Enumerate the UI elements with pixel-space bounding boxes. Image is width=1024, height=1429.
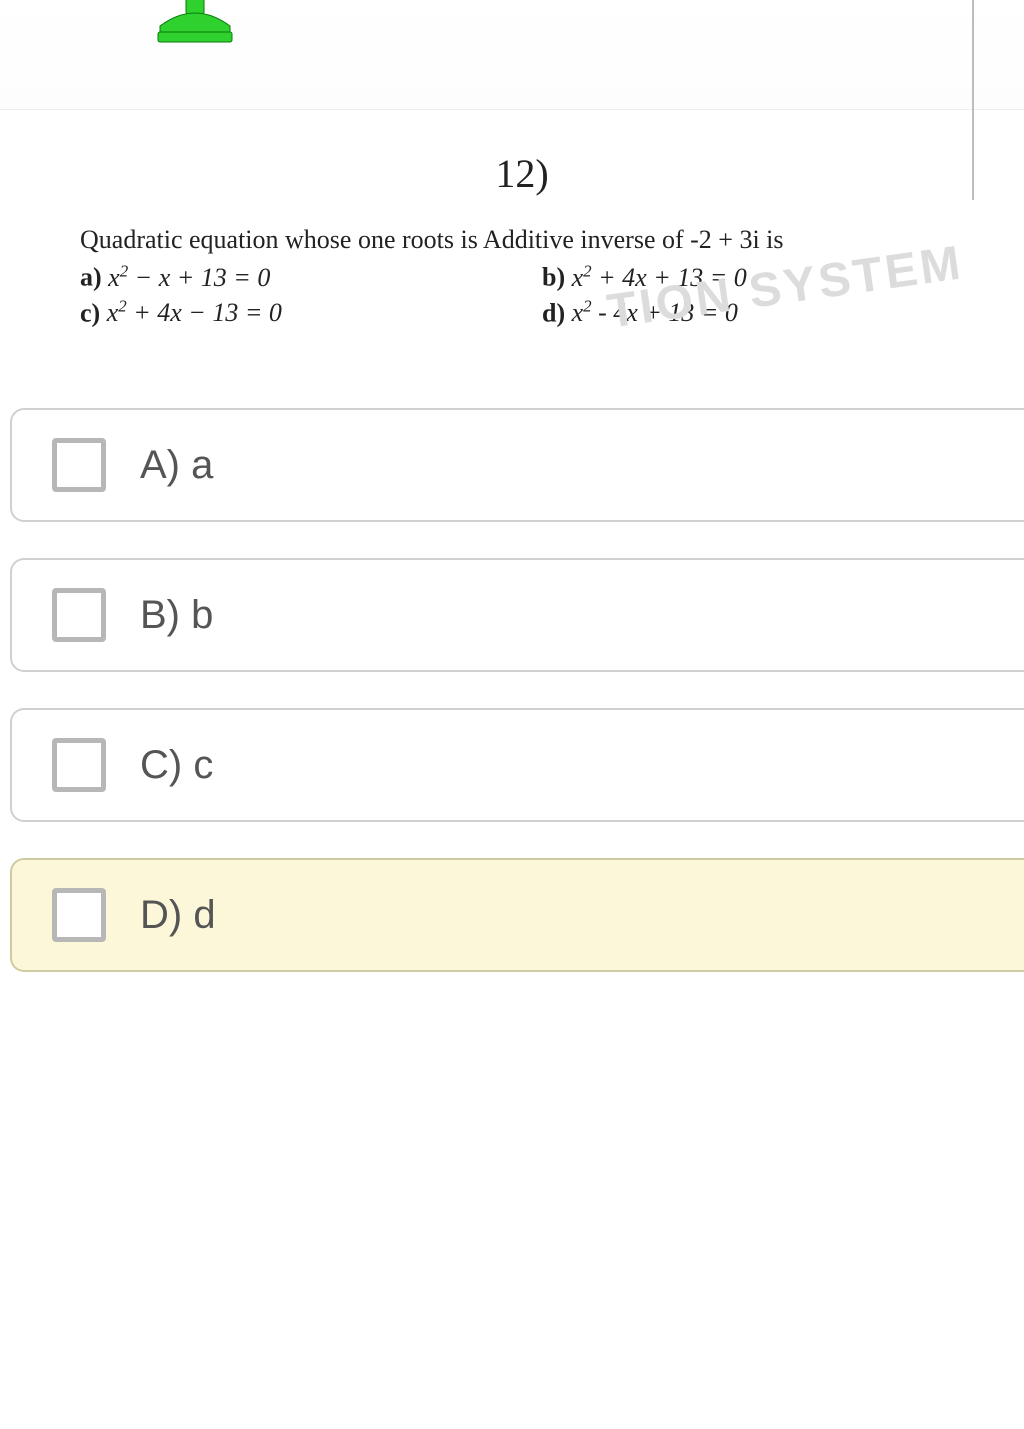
inline-choice-a: a) x2 − x + 13 = 0 xyxy=(80,261,502,293)
inline-choice-d-label: d) xyxy=(542,298,565,327)
inline-choice-c: c) x2 + 4x − 13 = 0 xyxy=(80,297,502,329)
inline-choice-b-label: b) xyxy=(542,263,565,292)
answer-option-c[interactable]: C) c xyxy=(10,708,1024,822)
inline-choice-b: b) x2 + 4x + 13 = 0 xyxy=(542,261,964,293)
inline-choices: a) x2 − x + 13 = 0 b) x2 + 4x + 13 = 0 c… xyxy=(80,261,964,328)
inline-choice-b-eq: x2 + 4x + 13 = 0 xyxy=(572,263,747,292)
answer-label-a: A) a xyxy=(140,443,213,488)
pushpin-icon xyxy=(140,0,250,65)
question-block: 12) Quadratic equation whose one roots i… xyxy=(0,110,1024,338)
checkbox-c[interactable] xyxy=(52,738,106,792)
answer-label-b: B) b xyxy=(140,593,213,638)
answer-option-d[interactable]: D) d xyxy=(10,858,1024,972)
question-number: 12) xyxy=(80,150,964,197)
checkbox-d[interactable] xyxy=(52,888,106,942)
inline-choice-c-label: c) xyxy=(80,298,100,327)
inline-choice-c-eq: x2 + 4x − 13 = 0 xyxy=(107,298,282,327)
top-bar xyxy=(0,0,1024,110)
inline-choice-a-eq: x2 − x + 13 = 0 xyxy=(108,263,270,292)
question-stem: Quadratic equation whose one roots is Ad… xyxy=(80,225,964,255)
answer-label-c: C) c xyxy=(140,743,213,788)
inline-choice-d-eq: x2 - 4x + 13 = 0 xyxy=(572,298,738,327)
answer-label-d: D) d xyxy=(140,893,216,938)
checkbox-a[interactable] xyxy=(52,438,106,492)
inline-choice-d: d) x2 - 4x + 13 = 0 xyxy=(542,297,964,329)
answer-option-b[interactable]: B) b xyxy=(10,558,1024,672)
checkbox-b[interactable] xyxy=(52,588,106,642)
inline-choice-a-label: a) xyxy=(80,263,102,292)
answer-list: A) a B) b C) c D) d xyxy=(0,408,1024,972)
answer-option-a[interactable]: A) a xyxy=(10,408,1024,522)
